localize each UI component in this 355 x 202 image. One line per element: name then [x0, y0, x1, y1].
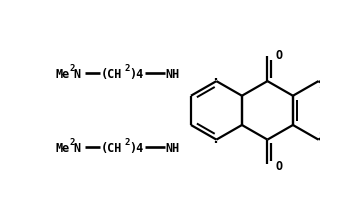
- Text: 2: 2: [69, 64, 75, 73]
- Text: 2: 2: [69, 137, 75, 146]
- Text: NH: NH: [165, 141, 180, 154]
- Text: (CH: (CH: [101, 68, 122, 81]
- Text: O: O: [275, 49, 282, 62]
- Text: 2: 2: [125, 64, 130, 73]
- Text: NH: NH: [165, 68, 180, 81]
- Text: N: N: [74, 68, 81, 81]
- Text: N: N: [74, 141, 81, 154]
- Text: Me: Me: [55, 141, 70, 154]
- Text: Me: Me: [55, 68, 70, 81]
- Text: 2: 2: [125, 137, 130, 146]
- Text: O: O: [275, 160, 282, 173]
- Text: (CH: (CH: [101, 141, 122, 154]
- Text: )4: )4: [130, 141, 144, 154]
- Text: )4: )4: [130, 68, 144, 81]
